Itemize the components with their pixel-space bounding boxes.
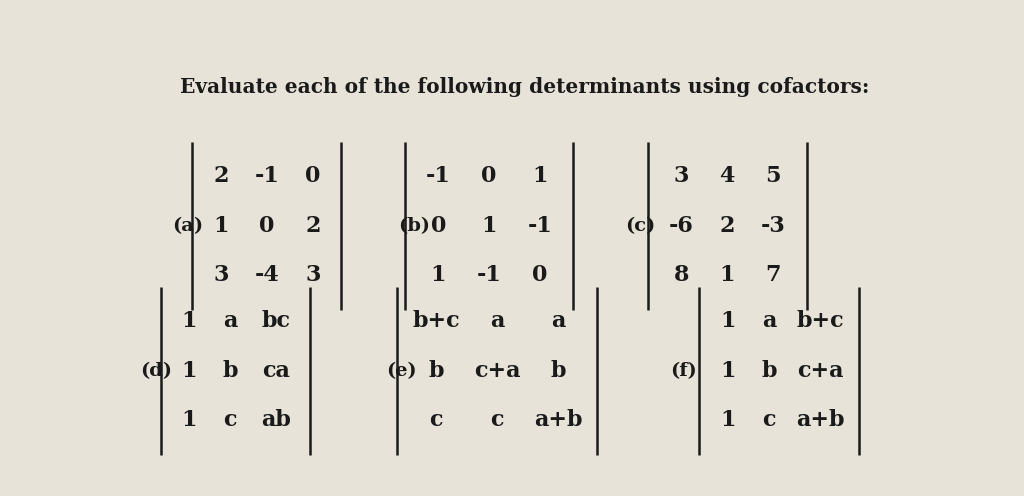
Text: c: c — [429, 409, 442, 432]
Text: a: a — [551, 310, 565, 332]
Text: 0: 0 — [259, 215, 274, 237]
Text: 0: 0 — [481, 165, 497, 187]
Text: Evaluate each of the following determinants using cofactors:: Evaluate each of the following determina… — [180, 77, 869, 97]
Text: -6: -6 — [669, 215, 693, 237]
Text: 4: 4 — [720, 165, 735, 187]
Text: b+c: b+c — [797, 310, 844, 332]
Text: -1: -1 — [527, 215, 552, 237]
Text: (d): (d) — [139, 362, 172, 380]
Text: bc: bc — [262, 310, 291, 332]
Text: ab: ab — [261, 409, 292, 432]
Text: 1: 1 — [720, 264, 735, 286]
Text: c: c — [223, 409, 238, 432]
Text: 1: 1 — [430, 264, 446, 286]
Text: 0: 0 — [532, 264, 548, 286]
Text: 2: 2 — [213, 165, 228, 187]
Text: -1: -1 — [426, 165, 451, 187]
Text: 1: 1 — [720, 409, 735, 432]
Text: 1: 1 — [181, 360, 197, 382]
Text: ca: ca — [262, 360, 291, 382]
Text: c: c — [490, 409, 504, 432]
Text: a: a — [762, 310, 776, 332]
Text: b+c: b+c — [412, 310, 460, 332]
Text: -1: -1 — [254, 165, 280, 187]
Text: -4: -4 — [255, 264, 280, 286]
Text: (c): (c) — [625, 217, 655, 235]
Text: 1: 1 — [532, 165, 548, 187]
Text: 1: 1 — [720, 360, 735, 382]
Text: c: c — [762, 409, 775, 432]
Text: 7: 7 — [766, 264, 781, 286]
Text: 1: 1 — [181, 409, 197, 432]
Text: b: b — [428, 360, 443, 382]
Text: c+a: c+a — [797, 360, 844, 382]
Text: 1: 1 — [181, 310, 197, 332]
Text: 2: 2 — [305, 215, 321, 237]
Text: 1: 1 — [213, 215, 228, 237]
Text: b: b — [550, 360, 566, 382]
Text: 0: 0 — [305, 165, 321, 187]
Text: -3: -3 — [761, 215, 785, 237]
Text: (e): (e) — [386, 362, 417, 380]
Text: (b): (b) — [397, 217, 430, 235]
Text: 8: 8 — [674, 264, 689, 286]
Text: 3: 3 — [213, 264, 228, 286]
Text: c+a: c+a — [474, 360, 520, 382]
Text: a: a — [223, 310, 238, 332]
Text: 2: 2 — [720, 215, 735, 237]
Text: b: b — [222, 360, 239, 382]
Text: 3: 3 — [674, 165, 689, 187]
Text: 0: 0 — [431, 215, 446, 237]
Text: 3: 3 — [305, 264, 321, 286]
Text: a+b: a+b — [534, 409, 583, 432]
Text: (f): (f) — [670, 362, 697, 380]
Text: (a): (a) — [172, 217, 203, 235]
Text: a+b: a+b — [796, 409, 844, 432]
Text: a: a — [489, 310, 504, 332]
Text: 1: 1 — [720, 310, 735, 332]
Text: -1: -1 — [476, 264, 502, 286]
Text: 5: 5 — [766, 165, 781, 187]
Text: 1: 1 — [481, 215, 497, 237]
Text: b: b — [761, 360, 776, 382]
